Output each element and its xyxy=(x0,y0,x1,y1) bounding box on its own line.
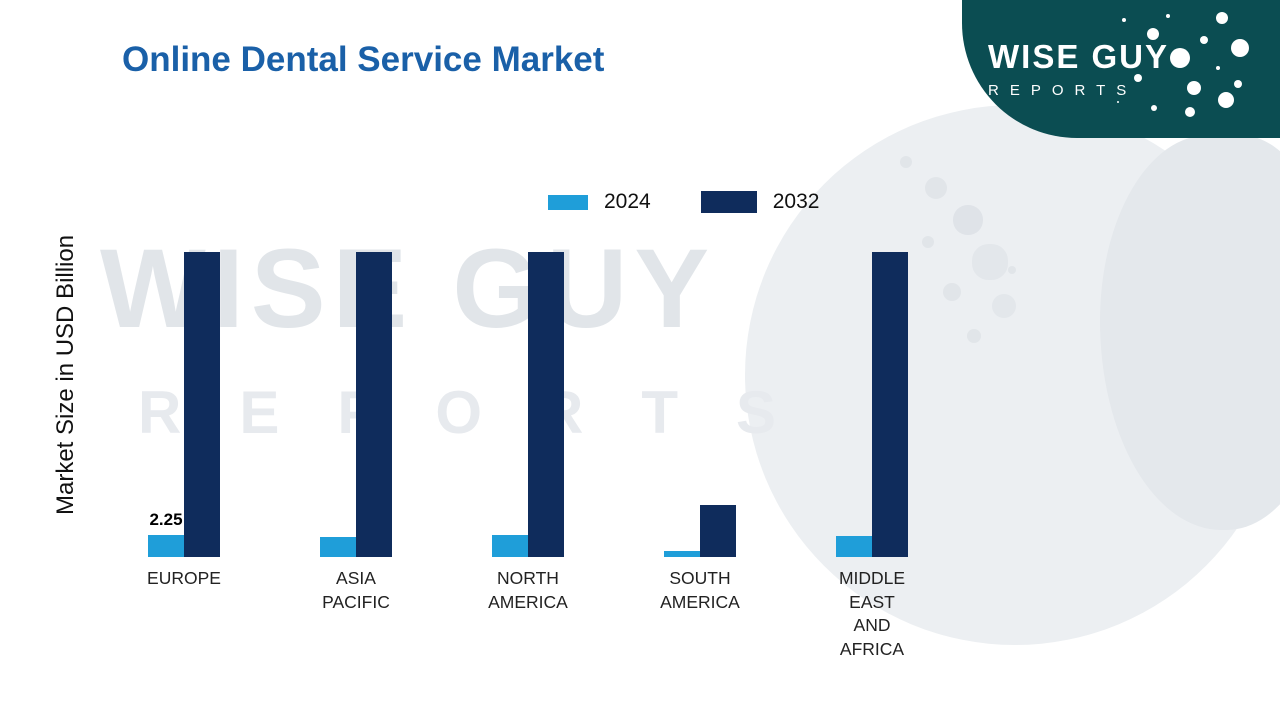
logo-text: WISE GUY REPORTS xyxy=(988,38,1169,99)
bar-group-asia-pacific: ASIA PACIFIC xyxy=(270,227,442,612)
legend-item-2024: 2024 xyxy=(548,190,651,214)
bars-south-america xyxy=(664,504,736,557)
dotted-face-icon xyxy=(962,0,974,12)
dots-decoration xyxy=(888,148,900,160)
legend-label-2024: 2024 xyxy=(604,190,651,213)
bar-2032-north-america xyxy=(528,252,564,557)
legend-item-2032: 2032 xyxy=(700,190,820,214)
category-label-south-america: SOUTH AMERICA xyxy=(660,568,740,612)
bars-asia-pacific xyxy=(320,252,392,557)
wise-guy-reports-logo: WISE GUY REPORTS xyxy=(962,0,1280,138)
bar-2024-europe: 2.25 xyxy=(148,510,184,557)
bars-middle-east-and-africa xyxy=(836,252,908,557)
bar-group-europe: 2.25 EUROPE xyxy=(98,227,270,588)
logo-wise-guy-text: WISE GUY xyxy=(988,38,1170,75)
bar-2024-middle-east-and-africa xyxy=(836,536,872,557)
bar-2032-asia-pacific xyxy=(356,252,392,557)
legend-swatch-2024 xyxy=(548,194,588,210)
bar-chart: 2.25 EUROPE ASIA PACIFIC NORTH AMERICA SOUTH… xyxy=(98,227,958,659)
category-label-middle-east-and-africa: MIDDLE EAST AND AFRICA xyxy=(838,568,906,659)
bars-europe: 2.25 xyxy=(148,252,220,557)
bar-group-middle-east-and-africa: MIDDLE EAST AND AFRICA xyxy=(786,227,958,659)
watermark-text-reports: REPORTS xyxy=(138,379,835,446)
bar-2024-north-america xyxy=(492,535,528,557)
chart-legend: 2024 2032 xyxy=(548,190,869,214)
legend-label-2032: 2032 xyxy=(772,190,820,213)
legend-swatch-2032 xyxy=(700,191,757,213)
bar-2024-south-america xyxy=(664,551,700,557)
bar-2032-middle-east-and-africa xyxy=(872,252,908,557)
bar-2032-south-america xyxy=(700,504,736,557)
y-axis-label: Market Size in USD Billion xyxy=(52,234,79,516)
category-label-north-america: NORTH AMERICA xyxy=(488,568,568,612)
bar-group-north-america: NORTH AMERICA xyxy=(442,227,614,612)
bar-2032-europe xyxy=(184,252,220,557)
data-label-2024-europe: 2.25 xyxy=(149,509,183,529)
category-label-europe: EUROPE xyxy=(147,568,221,588)
bar-group-south-america: SOUTH AMERICA xyxy=(614,227,786,612)
logo-reports-text: REPORTS xyxy=(988,82,1138,99)
page-title: Online Dental Service Market xyxy=(122,40,605,79)
bars-north-america xyxy=(492,252,564,557)
bar-2024-asia-pacific xyxy=(320,537,356,557)
category-label-asia-pacific: ASIA PACIFIC xyxy=(322,568,390,612)
